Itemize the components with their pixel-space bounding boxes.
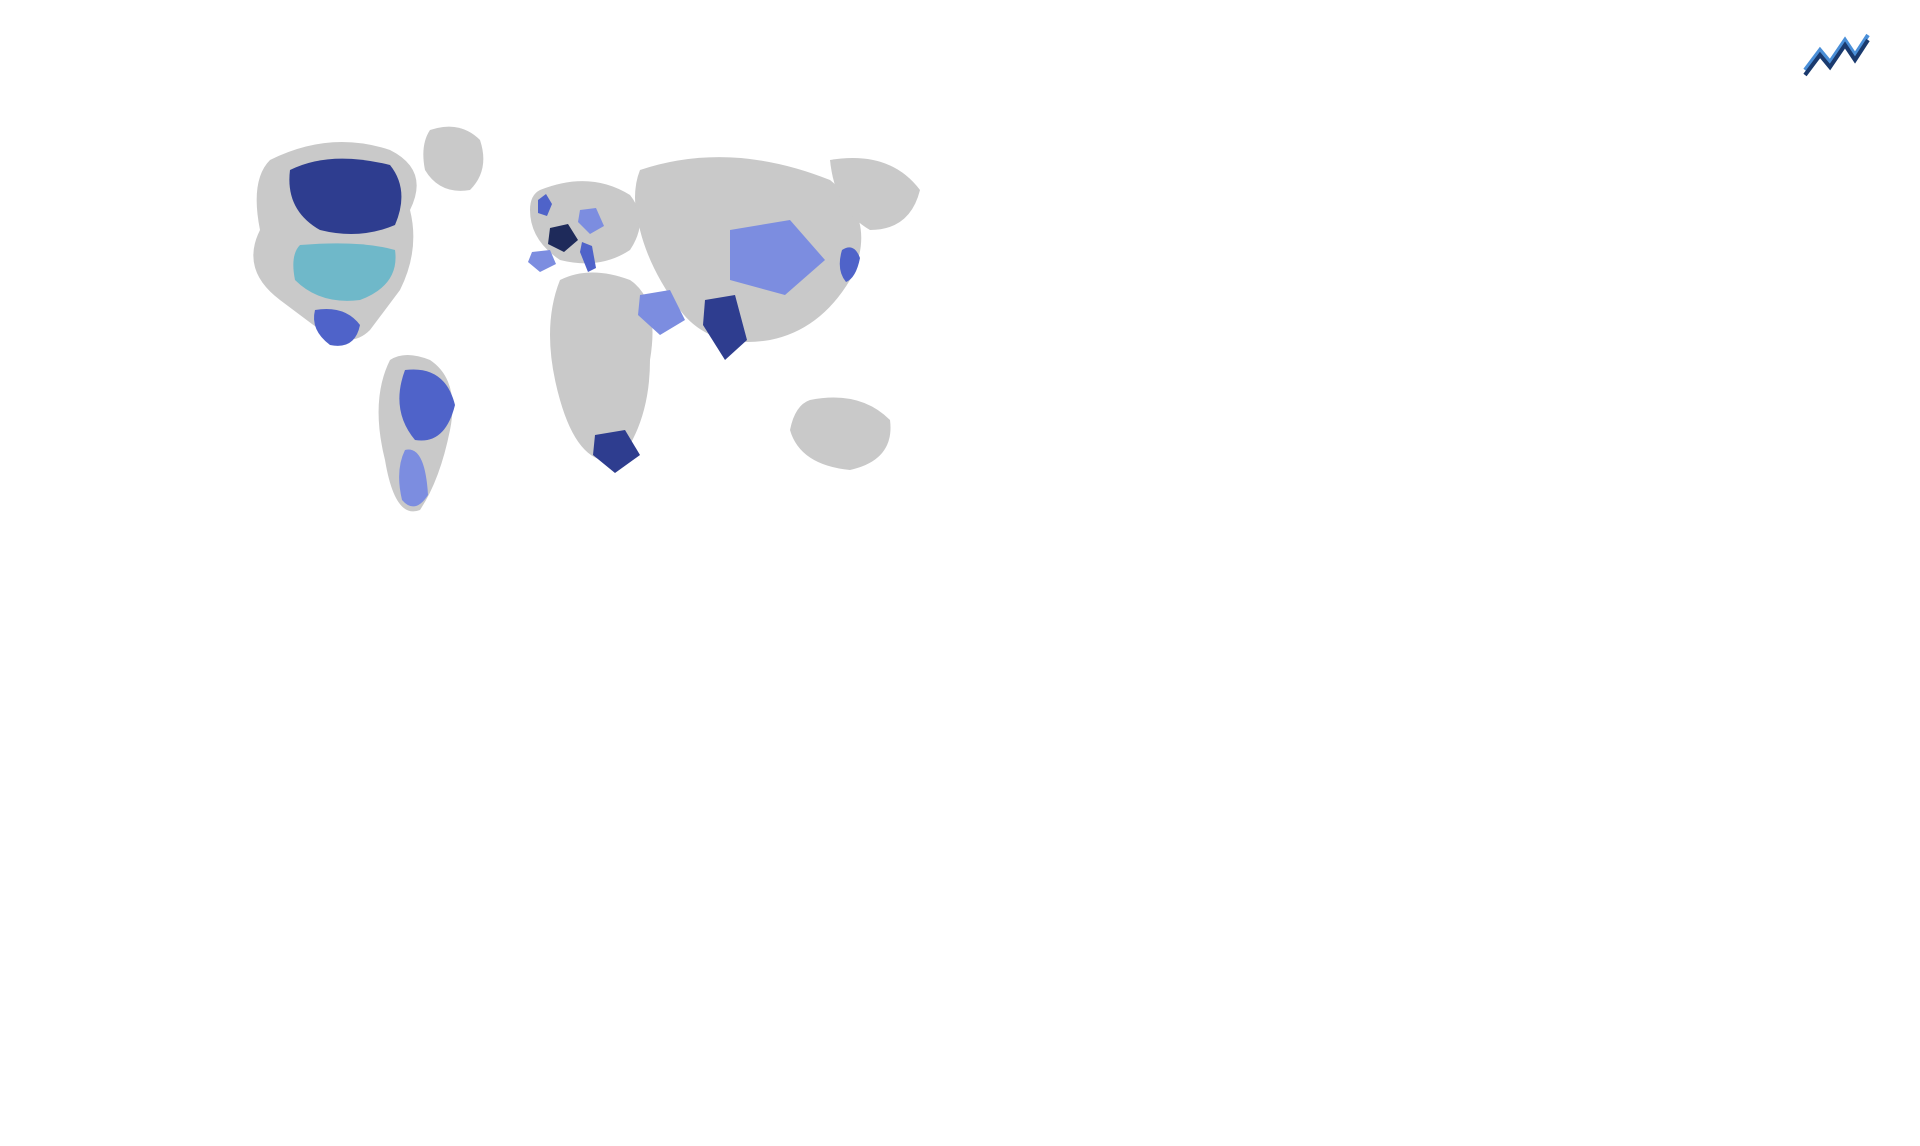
regional-body — [1287, 588, 1880, 828]
world-map — [40, 100, 1120, 530]
logo — [1800, 30, 1880, 80]
top-row — [40, 100, 1880, 530]
growth-chart-svg — [1160, 100, 1880, 530]
players-panel — [614, 570, 1257, 910]
segmentation-legend — [444, 588, 584, 868]
segmentation-panel — [40, 570, 584, 910]
segmentation-svg — [40, 588, 424, 868]
segmentation-chart — [40, 588, 424, 868]
growth-chart — [1160, 100, 1880, 530]
segmentation-body — [40, 588, 584, 868]
header — [40, 30, 1880, 80]
bottom-row — [40, 570, 1880, 910]
regional-donut — [1287, 588, 1527, 828]
world-map-panel — [40, 100, 1120, 530]
regional-panel — [1287, 570, 1880, 910]
logo-icon — [1800, 30, 1870, 80]
